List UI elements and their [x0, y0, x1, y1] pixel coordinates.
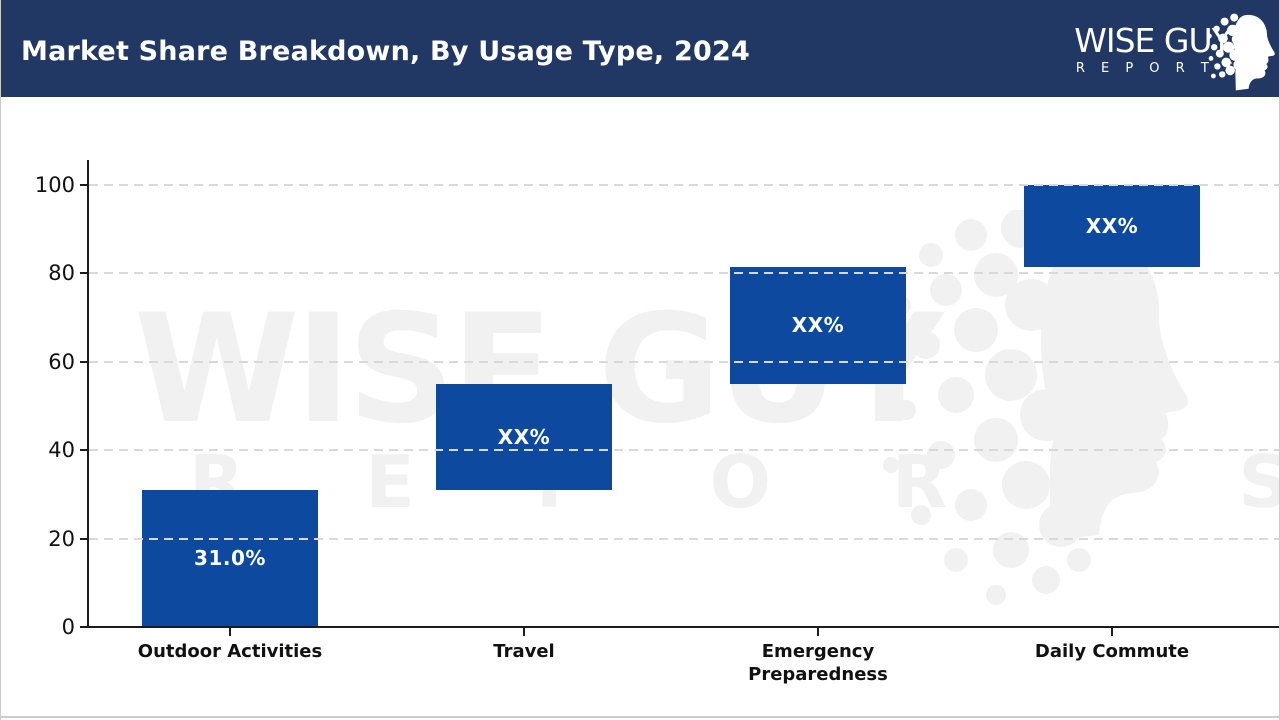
x-tick-mark — [523, 628, 525, 636]
brand-reports-label: R E P O R T S — [1075, 61, 1240, 76]
brand-logo: WISE GUY R E P O R T S — [1025, 4, 1275, 94]
header: Market Share Breakdown, By Usage Type, 2… — [1, 0, 1279, 97]
brand-head-icon — [1207, 13, 1275, 91]
bar-emergency-preparedness — [730, 266, 906, 384]
bar-value-label-outdoor-activities: 31.0% — [194, 546, 266, 571]
y-tick-mark — [80, 626, 88, 628]
gridline-20 — [89, 537, 1279, 540]
y-tick-label: 20 — [48, 526, 75, 551]
bar-outdoor-activities — [142, 489, 318, 627]
y-axis — [87, 160, 89, 628]
gridline-80 — [89, 272, 1279, 275]
y-tick-mark — [80, 272, 88, 275]
gridline-40 — [89, 449, 1279, 452]
x-axis-label-emergency-preparedness: Emergency Preparedness — [748, 641, 888, 685]
bottom-border — [1, 716, 1279, 718]
bar-value-label-travel: XX% — [497, 424, 551, 449]
x-axis — [87, 626, 1279, 628]
x-axis-label-outdoor-activities: Outdoor Activities — [137, 641, 323, 662]
y-tick-mark — [80, 360, 88, 363]
x-tick-mark — [817, 628, 819, 636]
x-axis-label-daily-commute: Daily Commute — [1034, 641, 1190, 662]
y-tick-label: 40 — [48, 438, 75, 463]
y-tick-label: 80 — [48, 261, 75, 286]
y-tick-label: 100 — [34, 173, 75, 197]
x-axis-label-travel: Travel — [493, 641, 555, 662]
brand-name: WISE GUY — [1074, 21, 1232, 60]
bar-value-label-daily-commute: XX% — [1085, 213, 1139, 238]
bar-travel — [436, 383, 612, 490]
gridline-60 — [89, 360, 1279, 363]
x-tick-mark — [1111, 628, 1113, 636]
page-title: Market Share Breakdown, By Usage Type, 2… — [21, 36, 750, 67]
y-tick-mark — [80, 449, 88, 452]
y-tick-mark — [80, 537, 88, 540]
y-tick-mark — [80, 184, 88, 186]
bar-daily-commute — [1024, 185, 1200, 267]
y-tick-label: 0 — [61, 615, 75, 639]
x-tick-mark — [229, 628, 231, 636]
gridline-100 — [89, 184, 1279, 186]
bar-value-label-emergency-preparedness: XX% — [791, 313, 845, 338]
y-tick-label: 60 — [48, 349, 75, 374]
